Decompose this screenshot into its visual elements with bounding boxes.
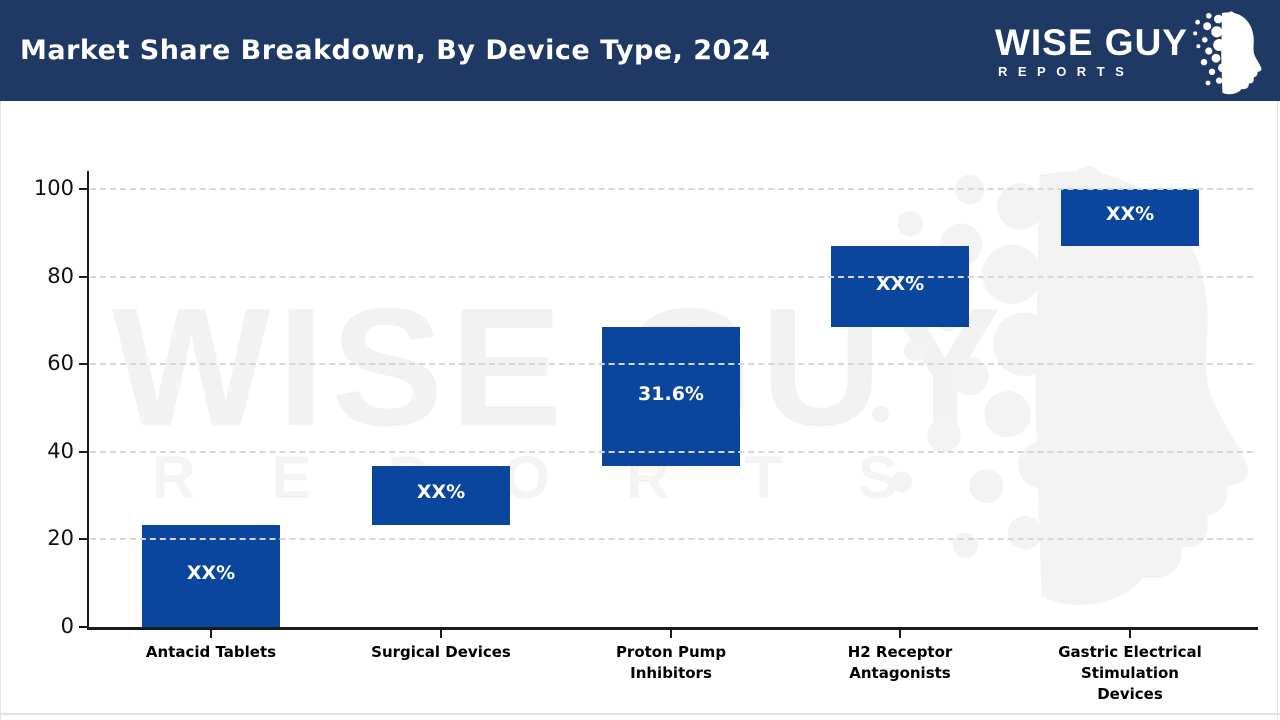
y-tick-label-40: 40 (47, 438, 74, 463)
chart-area: WISE GUY REPORTS XX% XX% 31.6% XX% XX% 0 20 40 6… (0, 101, 1280, 720)
gridline-60 (90, 363, 1253, 366)
logo-face-icon (1193, 11, 1262, 95)
right-border (1277, 101, 1278, 720)
gridline-100 (90, 188, 1253, 190)
y-tick-label-80: 80 (47, 263, 74, 288)
watermark-subtitle: REPORTS (152, 444, 975, 511)
header-band: Market Share Breakdown, By Device Type, … (0, 0, 1280, 101)
bar-value-label-h2-receptor-antagonists: XX% (875, 272, 925, 295)
bar-gastric-electrical-stimulation-devices (1061, 189, 1199, 246)
category-label-gastric-electrical-stimulation-devices: Gastric Electrical Stimulation Devices (1058, 643, 1202, 703)
x-tick-surgical-devices (440, 630, 442, 638)
category-label-antacid-tablets: Antacid Tablets (145, 643, 277, 661)
gridline-40 (90, 450, 1253, 453)
logo-subtitle: REPORTS (997, 63, 1135, 79)
y-tick-40 (79, 450, 87, 453)
y-tick-label-0: 0 (60, 614, 74, 638)
watermark-face-icon (872, 166, 1249, 606)
x-tick-antacid-tablets (210, 630, 212, 638)
y-tick-80 (79, 275, 87, 278)
logo-wordmark: WISE GUY (994, 21, 1188, 63)
bar-surgical-devices (372, 465, 510, 525)
category-label-surgical-devices: Surgical Devices (371, 643, 511, 661)
y-axis-line (87, 171, 89, 630)
y-tick-0 (79, 626, 87, 628)
y-tick-label-100: 100 (33, 176, 74, 200)
bar-value-label-proton-pump-inhibitors: 31.6% (638, 382, 704, 405)
category-label-h2-receptor-antagonists: H2 Receptor Antagonists (847, 643, 953, 682)
bar-value-label-antacid-tablets: XX% (186, 561, 236, 584)
y-tick-label-20: 20 (47, 526, 74, 551)
bottom-border (0, 713, 1280, 715)
category-label-proton-pump-inhibitors: Proton Pump Inhibitors (615, 643, 727, 682)
y-tick-label-60: 60 (47, 351, 74, 376)
bar-h2-receptor-antagonists (831, 245, 969, 328)
gridline-80 (90, 275, 1253, 278)
x-tick-h2-receptor-antagonists (899, 630, 901, 638)
bar-value-label-gastric-electrical-stimulation-devices: XX% (1105, 203, 1155, 226)
x-tick-proton-pump-inhibitors (670, 630, 672, 638)
y-tick-60 (79, 363, 87, 366)
y-tick-20 (79, 538, 87, 541)
y-tick-100 (79, 188, 87, 190)
x-axis-line (87, 627, 1258, 630)
bar-value-label-surgical-devices: XX% (416, 481, 466, 504)
wise-guy-reports-logo: WISE GUY REPORTS (995, 7, 1266, 95)
logo-text: WISE GUY REPORTS (995, 24, 1188, 79)
gridline-20 (90, 538, 1253, 541)
bar-proton-pump-inhibitors (602, 327, 740, 466)
bar-antacid-tablets (142, 524, 280, 627)
page-title: Market Share Breakdown, By Device Type, … (20, 35, 771, 66)
left-border (0, 101, 1, 720)
x-tick-gastric-electrical-stimulation-devices (1129, 630, 1131, 638)
